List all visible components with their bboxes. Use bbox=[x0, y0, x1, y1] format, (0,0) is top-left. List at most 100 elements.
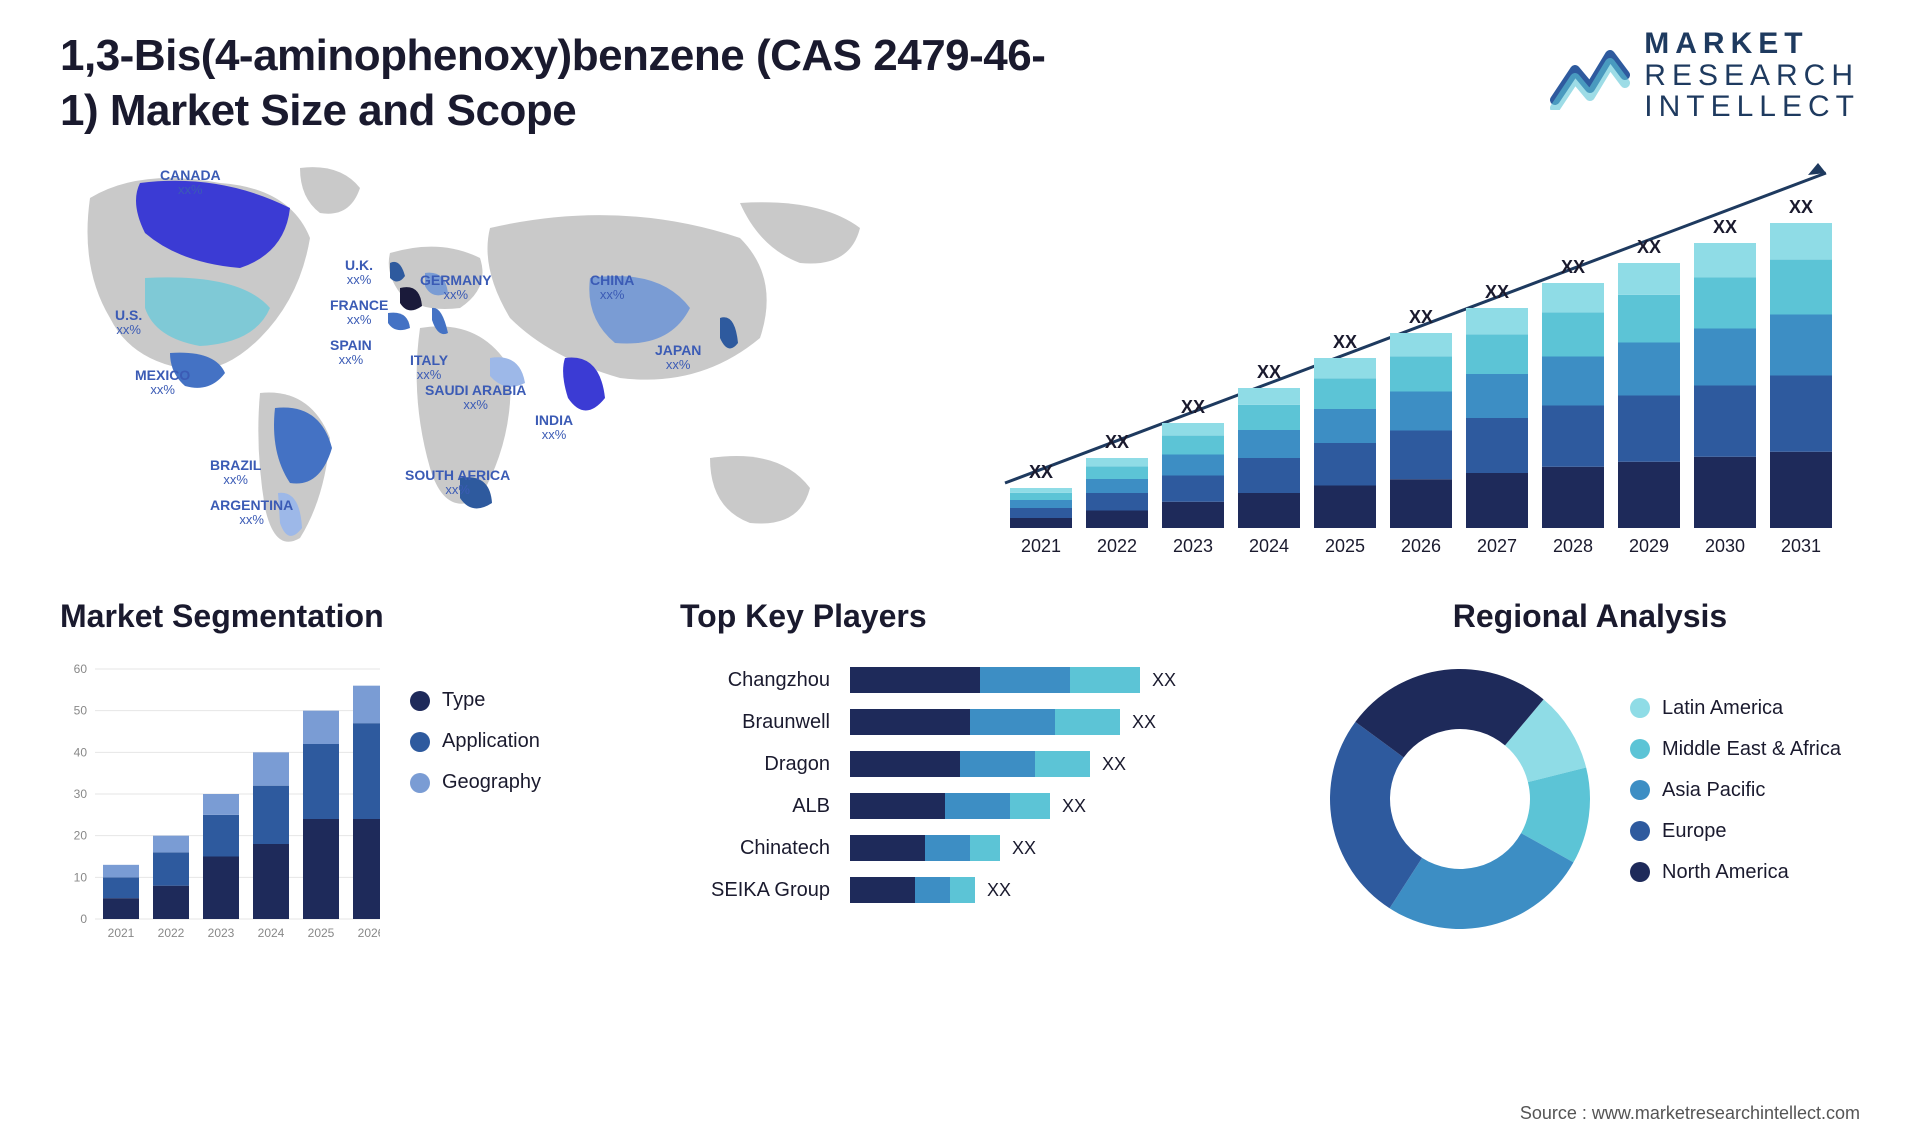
growth-bar-segment bbox=[1770, 452, 1832, 528]
growth-bar-segment bbox=[1694, 457, 1756, 528]
growth-bar-segment bbox=[1466, 473, 1528, 528]
player-bar-segment bbox=[850, 793, 945, 819]
player-bar-segment bbox=[1035, 751, 1090, 777]
growth-bar-segment bbox=[1390, 392, 1452, 431]
player-bar bbox=[850, 667, 1140, 693]
growth-bar-segment bbox=[1010, 500, 1072, 508]
logo-text: MARKET RESEARCH INTELLECT bbox=[1644, 28, 1860, 123]
growth-bar-segment bbox=[1086, 466, 1148, 479]
seg-bar-segment bbox=[203, 815, 239, 857]
svg-text:2023: 2023 bbox=[1173, 536, 1213, 556]
growth-bar-segment bbox=[1238, 388, 1300, 405]
seg-bar-segment bbox=[103, 877, 139, 898]
growth-bar-segment bbox=[1162, 502, 1224, 528]
map-label: U.S.xx% bbox=[115, 308, 142, 338]
growth-bar-segment bbox=[1010, 508, 1072, 518]
svg-text:30: 30 bbox=[74, 787, 88, 801]
growth-bar-segment bbox=[1390, 479, 1452, 528]
growth-bar-segment bbox=[1314, 358, 1376, 378]
growth-bar-segment bbox=[1542, 312, 1604, 356]
regional-donut bbox=[1320, 659, 1600, 939]
seg-bar-segment bbox=[153, 886, 189, 919]
logo-icon bbox=[1550, 40, 1630, 110]
player-value: XX bbox=[1152, 670, 1176, 691]
player-bar-row: XX bbox=[850, 785, 1260, 827]
player-value: XX bbox=[987, 880, 1011, 901]
svg-text:XX: XX bbox=[1105, 432, 1129, 452]
players-panel: Top Key Players ChangzhouBraunwellDragon… bbox=[680, 598, 1260, 949]
growth-bar-segment bbox=[1618, 263, 1680, 295]
player-name: Chinatech bbox=[680, 827, 830, 869]
player-value: XX bbox=[1132, 712, 1156, 733]
player-bar-row: XX bbox=[850, 743, 1260, 785]
player-bar-segment bbox=[850, 667, 980, 693]
growth-bar-segment bbox=[1162, 436, 1224, 455]
growth-bar-segment bbox=[1618, 343, 1680, 396]
top-row: CANADAxx%U.S.xx%MEXICOxx%BRAZILxx%ARGENT… bbox=[0, 138, 1920, 558]
map-label: CHINAxx% bbox=[590, 273, 634, 303]
player-bar bbox=[850, 709, 1120, 735]
map-label: SPAINxx% bbox=[330, 338, 372, 368]
growth-bar-segment bbox=[1542, 357, 1604, 406]
legend-dot bbox=[1630, 780, 1650, 800]
seg-bar-segment bbox=[103, 898, 139, 919]
player-name: Braunwell bbox=[680, 701, 830, 743]
growth-bar-segment bbox=[1694, 243, 1756, 277]
player-bar-row: XX bbox=[850, 701, 1260, 743]
player-bar-row: XX bbox=[850, 827, 1260, 869]
legend-item: Europe bbox=[1630, 820, 1860, 843]
seg-bar-segment bbox=[303, 711, 339, 744]
growth-bar-segment bbox=[1238, 430, 1300, 458]
svg-text:2028: 2028 bbox=[1553, 536, 1593, 556]
growth-bar-segment bbox=[1770, 260, 1832, 315]
legend-item: Asia Pacific bbox=[1630, 779, 1860, 802]
seg-bar-segment bbox=[303, 819, 339, 919]
player-bar bbox=[850, 835, 1000, 861]
legend-label: Geography bbox=[442, 771, 541, 794]
seg-bar-segment bbox=[353, 686, 380, 724]
growth-bar-segment bbox=[1390, 356, 1452, 391]
logo: MARKET RESEARCH INTELLECT bbox=[1550, 28, 1860, 123]
growth-bar-segment bbox=[1314, 443, 1376, 486]
svg-text:2023: 2023 bbox=[208, 926, 235, 940]
legend-item: Geography bbox=[410, 771, 620, 794]
legend-item: Latin America bbox=[1630, 697, 1860, 720]
growth-bar-segment bbox=[1694, 277, 1756, 328]
svg-text:XX: XX bbox=[1561, 257, 1585, 277]
growth-bar-segment bbox=[1314, 378, 1376, 409]
legend-label: North America bbox=[1662, 861, 1789, 884]
player-name: SEIKA Group bbox=[680, 869, 830, 911]
seg-bar-segment bbox=[353, 819, 380, 919]
legend-item: Application bbox=[410, 730, 620, 753]
player-bar-segment bbox=[925, 835, 970, 861]
svg-text:XX: XX bbox=[1485, 282, 1509, 302]
growth-bar-segment bbox=[1238, 458, 1300, 493]
regional-title: Regional Analysis bbox=[1320, 598, 1860, 635]
svg-text:XX: XX bbox=[1637, 237, 1661, 257]
legend-dot bbox=[1630, 821, 1650, 841]
svg-text:40: 40 bbox=[74, 745, 88, 759]
legend-label: Asia Pacific bbox=[1662, 779, 1765, 802]
growth-bar-segment bbox=[1390, 431, 1452, 480]
seg-bar-segment bbox=[153, 836, 189, 853]
legend-dot bbox=[410, 691, 430, 711]
svg-text:2030: 2030 bbox=[1705, 536, 1745, 556]
player-bar-segment bbox=[980, 667, 1070, 693]
growth-bar-segment bbox=[1770, 223, 1832, 260]
donut-slice bbox=[1390, 833, 1574, 929]
seg-bar-segment bbox=[103, 865, 139, 878]
growth-bar-segment bbox=[1010, 493, 1072, 500]
player-bar-row: XX bbox=[850, 869, 1260, 911]
players-title: Top Key Players bbox=[680, 598, 1260, 635]
svg-text:2022: 2022 bbox=[1097, 536, 1137, 556]
map-label: ITALYxx% bbox=[410, 353, 448, 383]
svg-text:2021: 2021 bbox=[1021, 536, 1061, 556]
player-bars: XXXXXXXXXXXX bbox=[850, 659, 1260, 911]
player-value: XX bbox=[1102, 754, 1126, 775]
growth-bar-segment bbox=[1314, 409, 1376, 443]
map-label: SAUDI ARABIAxx% bbox=[425, 383, 526, 413]
map-svg bbox=[60, 158, 940, 558]
player-bar bbox=[850, 877, 975, 903]
legend-label: Middle East & Africa bbox=[1662, 738, 1841, 761]
bottom-row: Market Segmentation 01020304050602021202… bbox=[0, 558, 1920, 949]
